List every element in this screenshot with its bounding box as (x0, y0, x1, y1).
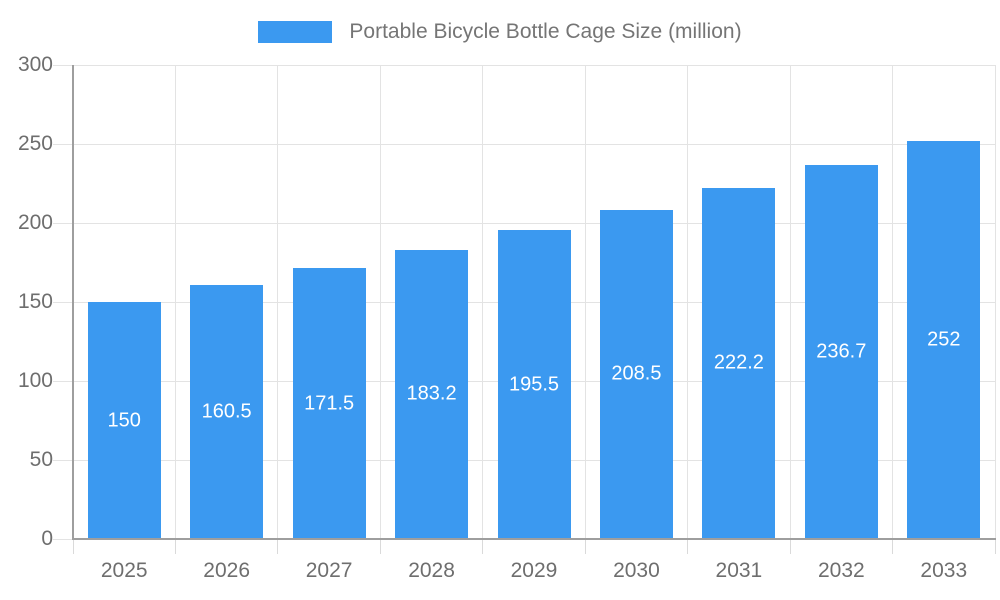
x-axis-tick-label: 2025 (100, 559, 148, 582)
x-axis-tick (687, 539, 689, 554)
bar-value-label: 183.2 (406, 382, 457, 405)
legend-label: Portable Bicycle Bottle Cage Size (milli… (349, 20, 742, 43)
bar-value-label: 160.5 (201, 400, 252, 423)
x-axis-tick (789, 539, 791, 554)
bar-value-label: 208.5 (611, 362, 662, 385)
bar-value-label: 150 (107, 409, 141, 431)
x-axis-tick (379, 539, 381, 554)
y-axis-tick-label: 250 (17, 132, 53, 155)
x-axis-tick-label: 2028 (408, 559, 455, 582)
x-axis-line (72, 538, 996, 540)
gridline-vertical (379, 65, 381, 539)
gridline-vertical (277, 65, 279, 539)
gridline-vertical (482, 65, 484, 539)
bar-value-label: 252 (927, 328, 961, 351)
gridline-vertical (584, 65, 586, 539)
legend-swatch (258, 21, 333, 43)
gridline-vertical (687, 65, 689, 539)
x-axis-tick-label: 2027 (305, 559, 353, 582)
x-axis-tick-label: 2032 (817, 559, 865, 582)
x-axis-tick (72, 539, 74, 554)
x-axis-tick (482, 539, 484, 554)
gridline-vertical (994, 65, 996, 539)
bar-value-label: 171.5 (304, 392, 355, 415)
y-axis-tick-label: 300 (17, 53, 53, 76)
gridline-horizontal (53, 64, 995, 66)
y-axis-tick-label: 100 (17, 369, 53, 392)
y-axis-tick-label: 150 (17, 290, 53, 313)
bar-2025[interactable]: 150 (87, 302, 161, 539)
gridline-horizontal (53, 222, 995, 224)
bar-value-label: 195.5 (508, 373, 560, 396)
bar-value-label: 222.2 (713, 351, 764, 374)
bar-2031[interactable]: 222.2 (702, 187, 776, 539)
gridline-vertical (789, 65, 791, 539)
bar-2026[interactable]: 160.5 (190, 285, 264, 539)
gridline-vertical (892, 65, 894, 539)
gridline-horizontal (53, 143, 995, 145)
bar-2029[interactable]: 195.5 (497, 230, 571, 539)
x-axis-tick-label: 2029 (510, 559, 558, 582)
x-axis-tick-label: 2031 (715, 559, 763, 582)
x-axis-tick-label: 2026 (203, 559, 251, 582)
bar-2028[interactable]: 183.2 (395, 249, 469, 539)
bar-2033[interactable]: 252 (907, 140, 981, 539)
bar-value-label: 236.7 (816, 340, 867, 363)
x-axis-tick-label: 2033 (920, 559, 968, 582)
gridline-vertical (174, 65, 176, 539)
x-axis-tick (174, 539, 176, 554)
bar-2030[interactable]: 208.5 (599, 209, 673, 539)
x-axis-tick (277, 539, 279, 554)
plot-area: 0 50 100 150 200 250 300 150 2025 160.5 2026 171.5 2… (18, 53, 996, 582)
x-axis-tick (584, 539, 586, 554)
bar-2032[interactable]: 236.7 (804, 165, 878, 539)
y-axis-tick-label: 0 (41, 527, 53, 550)
x-axis-tick (892, 539, 894, 554)
y-axis-tick-label: 200 (17, 211, 53, 234)
y-axis-line (72, 65, 74, 539)
bar-2027[interactable]: 171.5 (292, 268, 366, 539)
x-axis-tick (994, 539, 996, 554)
legend: Portable Bicycle Bottle Cage Size (milli… (0, 20, 1000, 44)
x-axis-tick-label: 2030 (613, 559, 660, 582)
y-axis-tick-label: 50 (29, 448, 53, 471)
